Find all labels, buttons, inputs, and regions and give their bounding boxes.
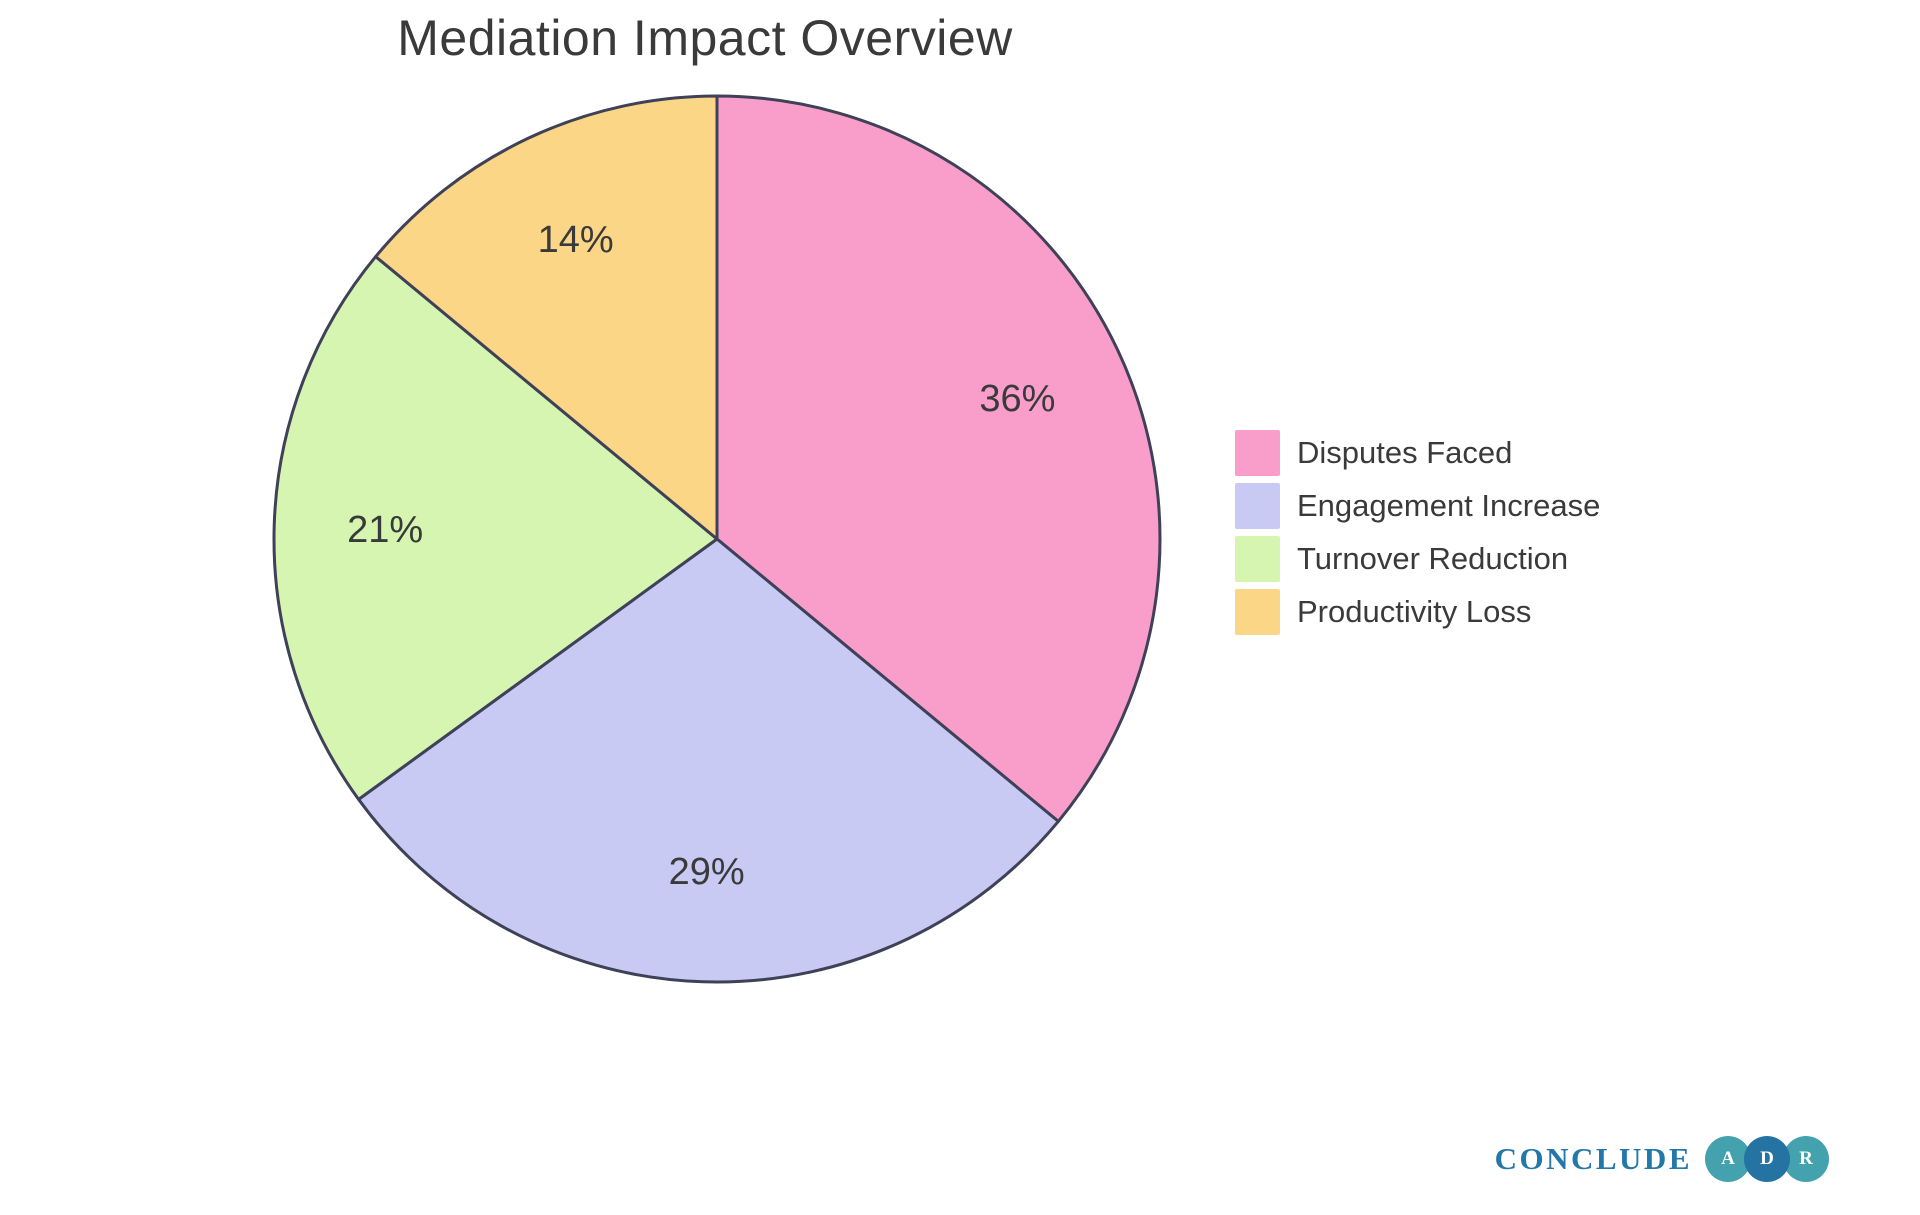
- legend-item-turnover-reduction[interactable]: Turnover Reduction: [1235, 536, 1600, 582]
- pie-slice-disputes-faced[interactable]: [715, 94, 1162, 823]
- badge-a-icon: A: [1705, 1136, 1751, 1182]
- pie-slice-productivity-loss[interactable]: [374, 94, 719, 541]
- pie-slice-engagement-increase[interactable]: [357, 537, 1060, 984]
- pie-slice-percent-label-productivity-loss: 14%: [538, 219, 614, 261]
- legend-label: Turnover Reduction: [1297, 541, 1569, 576]
- legend-swatch-engagement-increase: [1235, 483, 1280, 529]
- legend-item-productivity-loss[interactable]: Productivity Loss: [1235, 589, 1600, 635]
- legend-swatch-turnover-reduction: [1235, 536, 1280, 582]
- legend-label: Engagement Increase: [1297, 488, 1601, 523]
- chart-title: Mediation Impact Overview: [397, 10, 1013, 66]
- conclude-adr-logo[interactable]: CONCLUDE A D R: [1495, 1136, 1829, 1182]
- pie-slice-turnover-reduction[interactable]: [272, 255, 719, 801]
- pie-slice-percent-label-engagement-increase: 29%: [669, 851, 745, 893]
- legend-item-engagement-increase[interactable]: Engagement Increase: [1235, 483, 1600, 529]
- legend-swatch-disputes-faced: [1235, 430, 1280, 476]
- legend-swatch-productivity-loss: [1235, 589, 1280, 635]
- legend-item-disputes-faced[interactable]: Disputes Faced: [1235, 430, 1600, 476]
- badge-d-icon: D: [1744, 1136, 1790, 1182]
- pie-slice-percent-label-turnover-reduction: 21%: [347, 509, 423, 551]
- legend-label: Productivity Loss: [1297, 594, 1532, 629]
- conclude-wordmark: CONCLUDE: [1494, 1141, 1692, 1176]
- legend: Disputes Faced Engagement Increase Turno…: [1235, 430, 1600, 635]
- pie-slice-percent-label-disputes-faced: 36%: [979, 378, 1055, 420]
- badge-r-icon: R: [1783, 1136, 1829, 1182]
- legend-label: Disputes Faced: [1297, 435, 1513, 470]
